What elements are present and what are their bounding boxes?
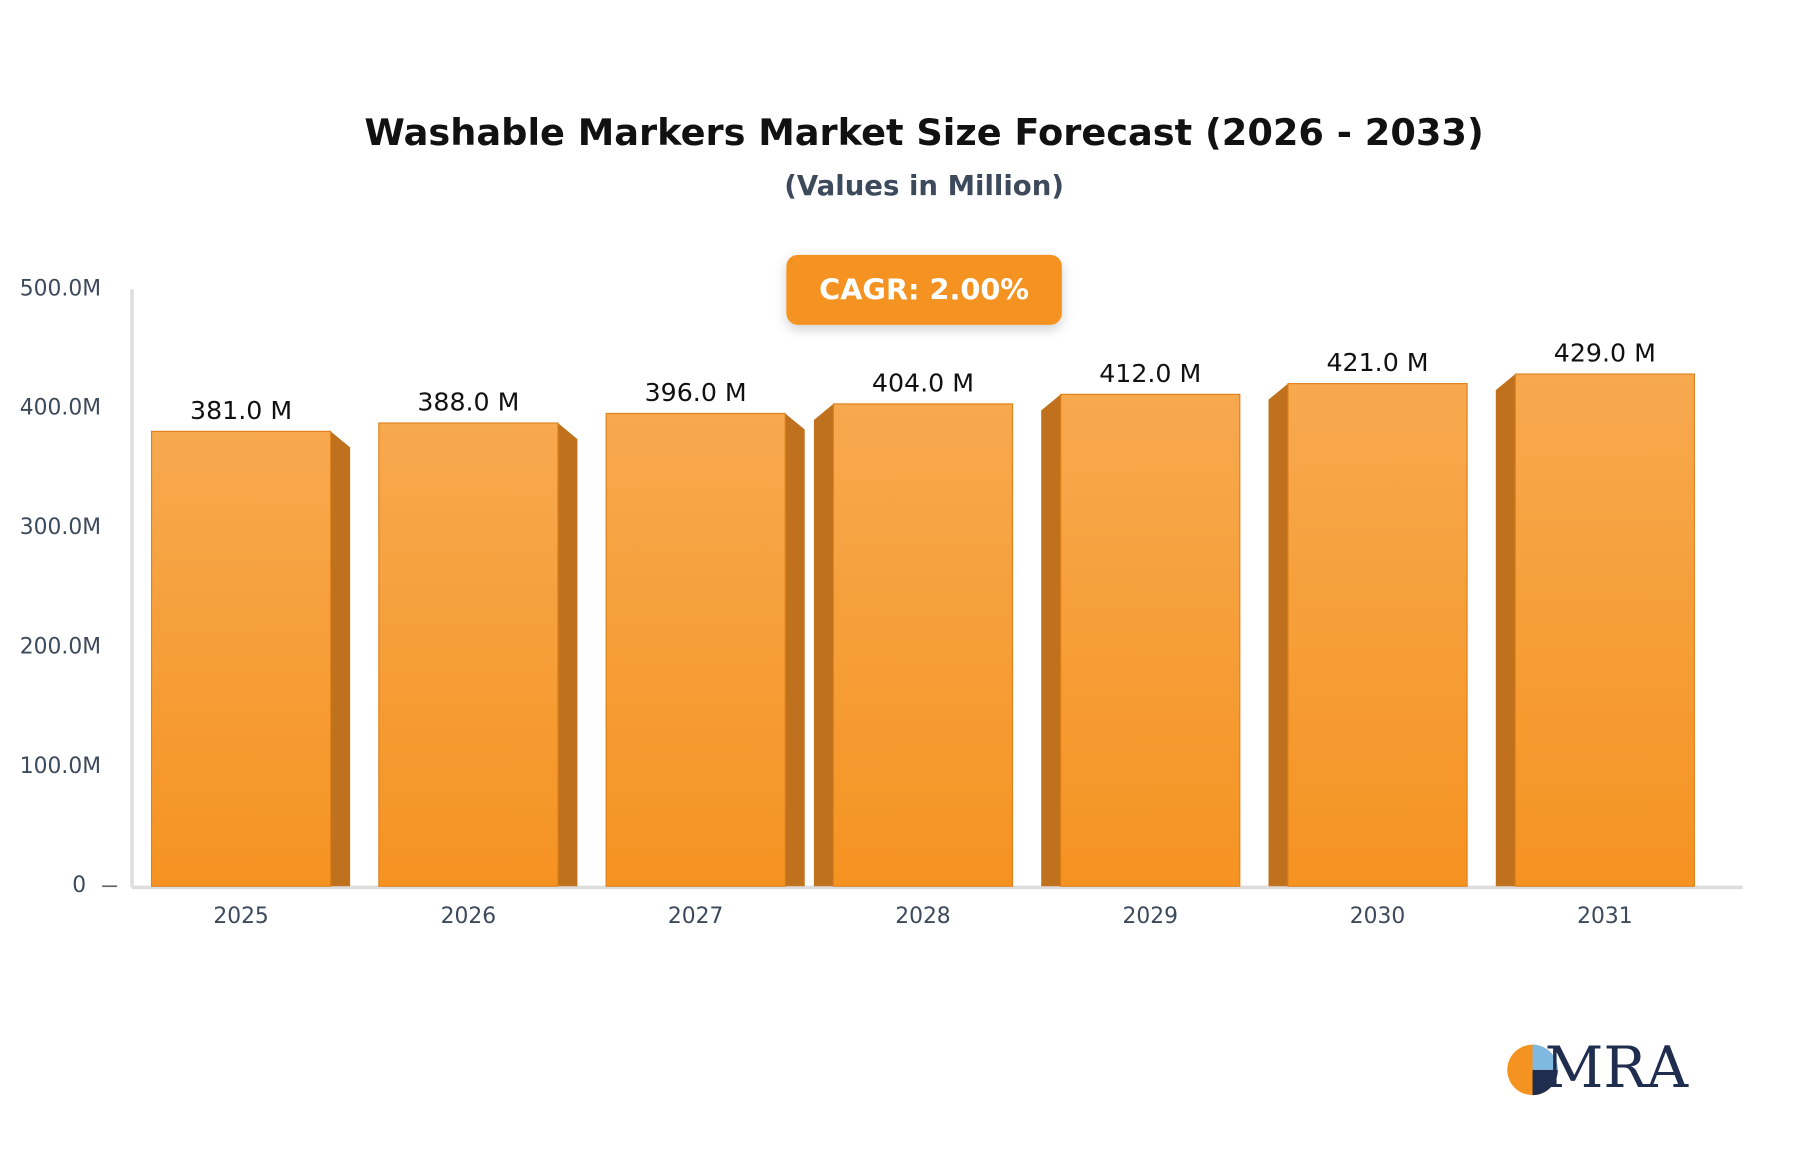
cagr-badge [786, 254, 1062, 325]
value-label: 404.0 M [872, 368, 974, 397]
x-tick-label: 2029 [1123, 904, 1178, 929]
y-tick-label: 400.0M [20, 396, 101, 421]
bar [1287, 383, 1468, 887]
y-tick-label: 100.0M [20, 754, 101, 779]
x-tick-label: 2025 [213, 904, 268, 929]
x-tick-label: 2028 [895, 904, 950, 929]
bar-side [1268, 383, 1289, 887]
logo-icon-part [1532, 1044, 1558, 1070]
bar [605, 412, 786, 887]
y-tick-label: 200.0M [20, 634, 101, 659]
y-tick-label: 300.0M [20, 515, 101, 540]
bar-side [785, 413, 805, 887]
x-tick-label: 2026 [441, 904, 496, 929]
bar [1060, 393, 1241, 887]
logo: MRA [1507, 1034, 1689, 1101]
bar-side [557, 423, 578, 887]
x-tick-label: 2027 [668, 904, 723, 929]
chart-subtitle: (Values in Million) [784, 170, 1064, 202]
logo-icon-part [1532, 1069, 1558, 1096]
logo-text: MRA [1545, 1034, 1689, 1101]
bar-side [1495, 374, 1516, 887]
x-tick-label: 2030 [1350, 904, 1405, 929]
bar [378, 422, 559, 887]
value-label: 429.0 M [1554, 339, 1656, 368]
bar-side [813, 403, 834, 887]
value-label: 388.0 M [417, 387, 519, 416]
cagr-text: CAGR: 2.00% [819, 273, 1029, 307]
value-label: 396.0 M [645, 378, 747, 407]
x-tick-label: 2031 [1577, 904, 1632, 929]
bar [1514, 373, 1695, 887]
y-tick-label: 500.0M [20, 276, 101, 301]
bar [832, 403, 1014, 887]
y-tick-label: 0 [72, 873, 86, 898]
bar-side [330, 431, 351, 887]
bar [150, 430, 332, 887]
value-label: 412.0 M [1099, 359, 1201, 388]
bar-side [1041, 394, 1061, 887]
chart-title: Washable Markers Market Size Forecast (2… [364, 111, 1483, 154]
value-label: 421.0 M [1326, 348, 1428, 377]
value-label: 381.0 M [190, 396, 292, 425]
